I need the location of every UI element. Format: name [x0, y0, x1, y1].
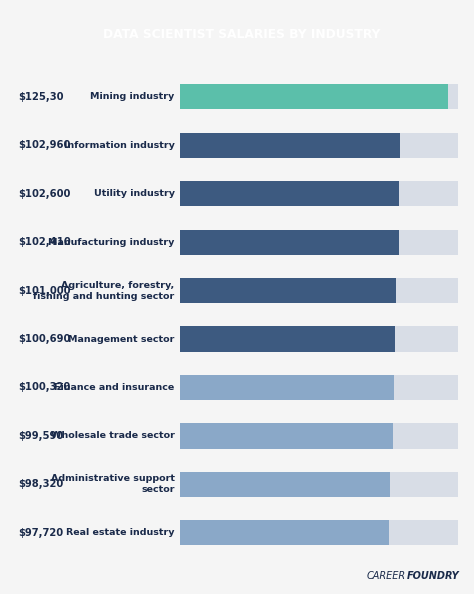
- Text: Manufacturing industry: Manufacturing industry: [48, 238, 174, 247]
- Bar: [180, 181, 457, 206]
- Text: $102,410: $102,410: [18, 237, 71, 247]
- Bar: [180, 472, 457, 497]
- Text: DATA SCIENTIST SALARIES BY INDUSTRY: DATA SCIENTIST SALARIES BY INDUSTRY: [103, 28, 381, 40]
- Bar: [180, 84, 447, 109]
- Bar: [180, 84, 457, 109]
- Text: CAREER: CAREER: [366, 571, 405, 581]
- Text: Real estate industry: Real estate industry: [66, 528, 174, 538]
- Text: $99,590: $99,590: [18, 431, 63, 441]
- Bar: [180, 424, 393, 448]
- Bar: [180, 278, 457, 303]
- Text: $100,320: $100,320: [18, 383, 70, 393]
- Bar: [180, 181, 399, 206]
- Text: $102,600: $102,600: [18, 189, 70, 199]
- Text: $100,690: $100,690: [18, 334, 70, 344]
- Text: Agriculture, forestry,
fishing and hunting sector: Agriculture, forestry, fishing and hunti…: [33, 280, 174, 301]
- Text: Management sector: Management sector: [68, 334, 174, 343]
- Text: $125,30: $125,30: [18, 92, 64, 102]
- Text: FOUNDRY: FOUNDRY: [407, 571, 459, 581]
- Bar: [180, 520, 389, 545]
- Text: $101,000: $101,000: [18, 286, 71, 296]
- Text: $98,320: $98,320: [18, 479, 63, 489]
- Text: Finance and insurance: Finance and insurance: [55, 383, 174, 392]
- Bar: [180, 132, 400, 158]
- Text: Administrative support
sector: Administrative support sector: [51, 475, 174, 494]
- Text: $97,720: $97,720: [18, 528, 63, 538]
- Bar: [180, 278, 396, 303]
- Bar: [180, 375, 457, 400]
- Bar: [180, 132, 457, 158]
- Bar: [180, 229, 399, 255]
- Text: $102,960: $102,960: [18, 140, 70, 150]
- Bar: [180, 375, 394, 400]
- Bar: [180, 229, 457, 255]
- Text: Information industry: Information industry: [64, 141, 174, 150]
- Text: Utility industry: Utility industry: [93, 189, 174, 198]
- Bar: [180, 472, 390, 497]
- Bar: [180, 520, 457, 545]
- Bar: [180, 424, 457, 448]
- Bar: [180, 327, 395, 352]
- Bar: [180, 327, 457, 352]
- Text: Wholesale trade sector: Wholesale trade sector: [51, 431, 174, 440]
- Text: Mining industry: Mining industry: [90, 92, 174, 102]
